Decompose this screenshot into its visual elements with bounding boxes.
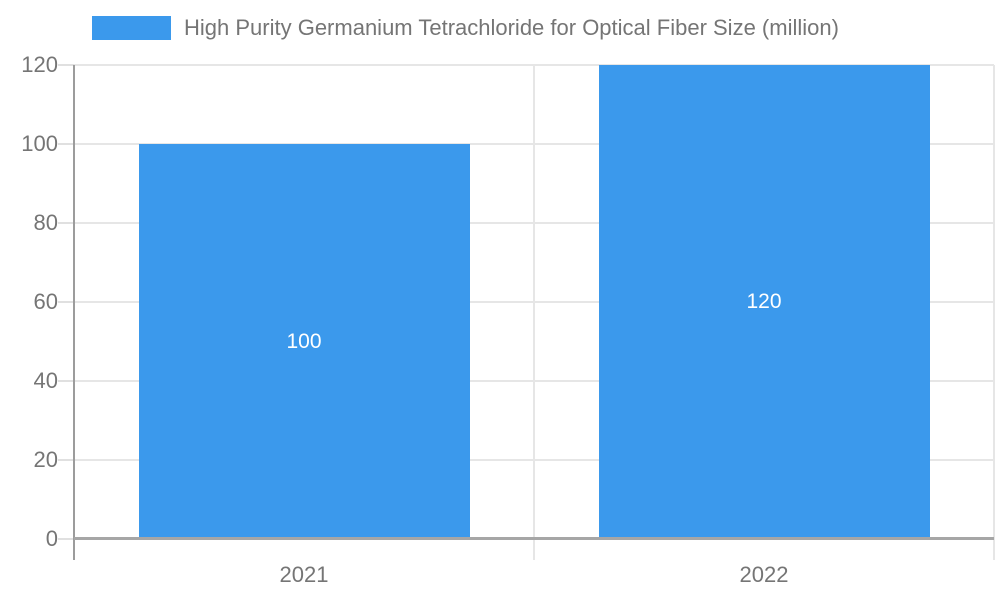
y-tick-80	[58, 222, 74, 224]
y-axis-tick-label: 120	[21, 52, 58, 77]
y-tick-120	[58, 64, 74, 66]
y-axis-tick-label: 100	[21, 131, 58, 156]
y-tick-20	[58, 459, 74, 461]
bar-value-label: 120	[746, 290, 782, 313]
y-tick-40	[58, 380, 74, 382]
legend-item[interactable]: High Purity Germanium Tetrachloride for …	[92, 15, 839, 41]
gridline-x-boundary-2	[993, 65, 995, 560]
x-axis-line	[74, 537, 994, 540]
y-axis-tick-label: 0	[45, 526, 58, 551]
plot-area: 100 120	[58, 64, 995, 560]
y-axis-tick-label: 60	[33, 289, 58, 314]
y-axis-tick-label: 20	[33, 447, 58, 472]
x-axis-label-2022: 2022	[739, 562, 789, 587]
y-axis-tick-label: 40	[33, 368, 58, 393]
x-axis-label-2021: 2021	[279, 562, 329, 587]
y-tick-100	[58, 143, 74, 145]
gridline-x-boundary-1	[533, 65, 535, 560]
y-tick-60	[58, 301, 74, 303]
bar-value-label: 100	[286, 329, 322, 353]
legend-label: High Purity Germanium Tetrachloride for …	[184, 15, 839, 40]
y-axis-tick-label: 80	[33, 210, 58, 235]
bar-2022[interactable]: 120	[598, 65, 930, 539]
bar-2021[interactable]: 100	[138, 144, 470, 539]
legend-swatch	[92, 16, 171, 40]
y-axis-line	[73, 65, 75, 560]
y-tick-0	[58, 538, 74, 540]
